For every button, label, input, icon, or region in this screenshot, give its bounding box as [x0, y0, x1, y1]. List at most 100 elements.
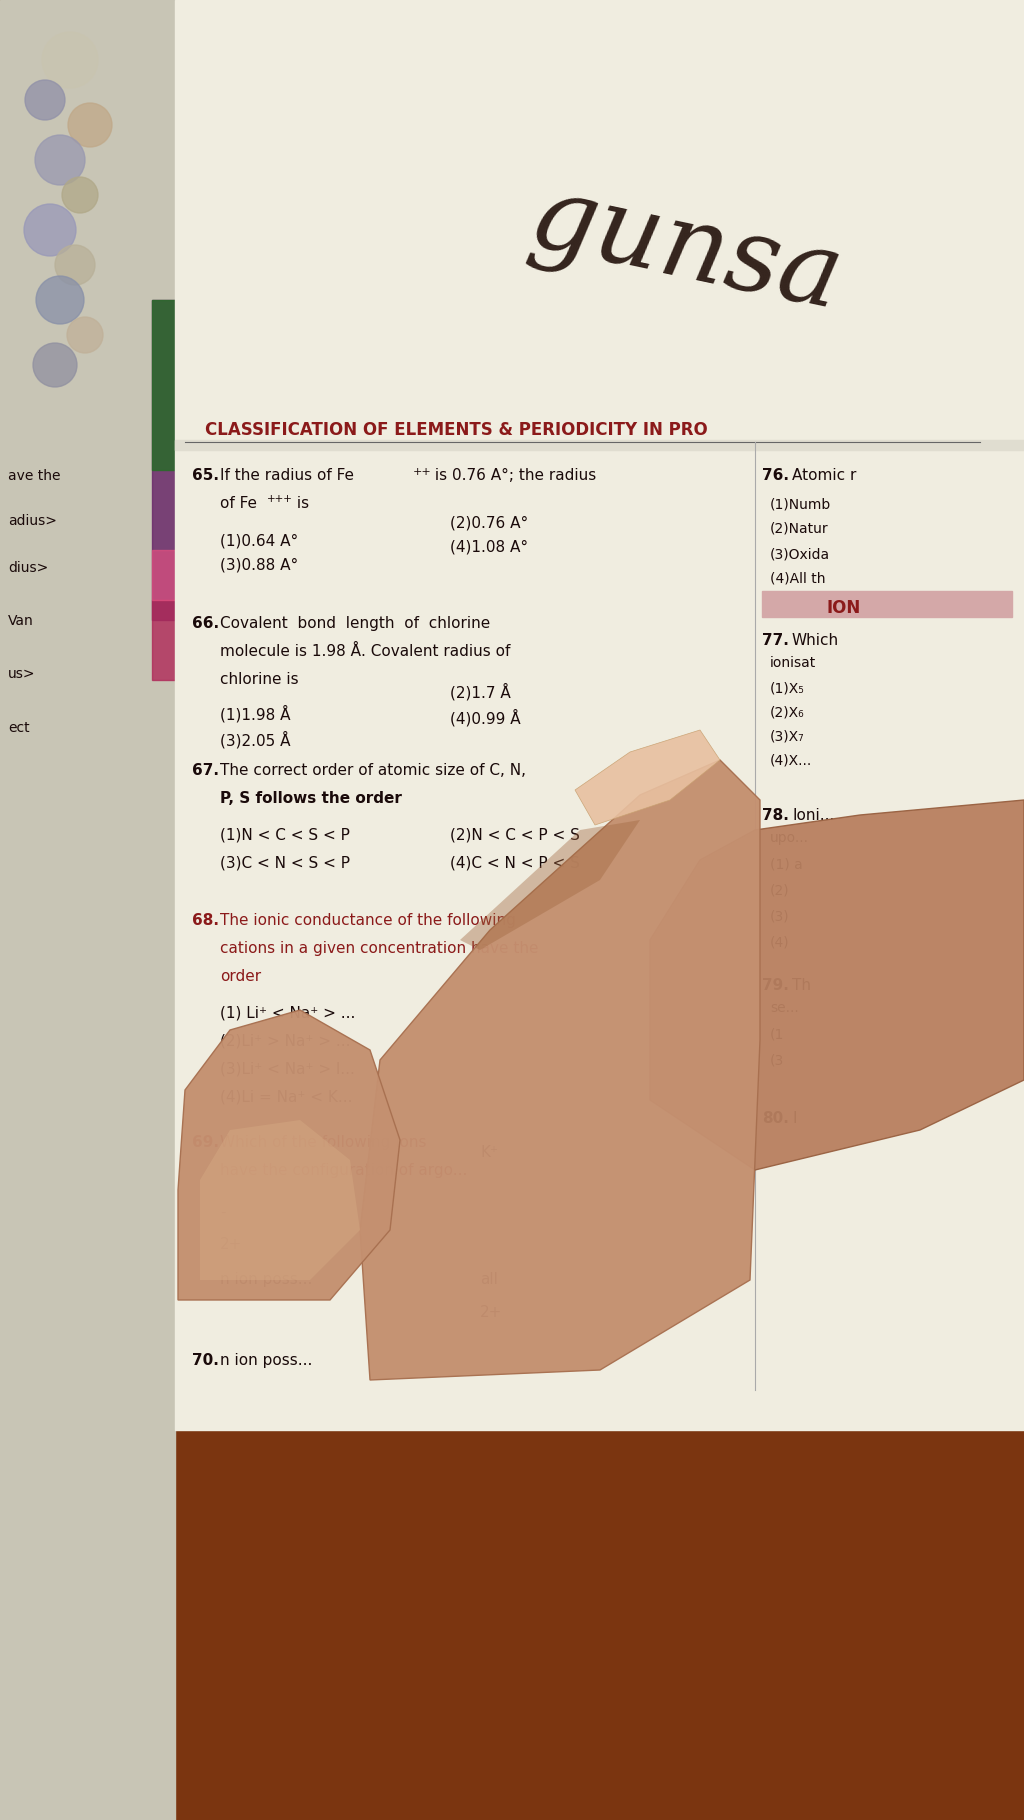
Text: is 0.76 A°; the radius: is 0.76 A°; the radius: [430, 468, 596, 482]
Text: (3)2.05 Å: (3)2.05 Å: [220, 732, 291, 750]
Bar: [200, 0, 1024, 521]
Text: 79.: 79.: [762, 977, 788, 994]
Text: Th: Th: [792, 977, 811, 994]
Circle shape: [35, 135, 85, 186]
Text: (4)X...: (4)X...: [770, 753, 812, 768]
Bar: [0, 0, 1024, 521]
Text: 69.: 69.: [193, 1136, 219, 1150]
Text: ave the: ave the: [8, 470, 60, 482]
Text: have the configuration of argo...: have the configuration of argo...: [220, 1163, 467, 1178]
Bar: [175, 440, 1024, 450]
Text: (1)1.98 Å: (1)1.98 Å: [220, 706, 291, 723]
Text: (4)Li = Na⁺ < K...: (4)Li = Na⁺ < K...: [220, 1090, 352, 1105]
Circle shape: [36, 277, 84, 324]
Text: If the radius of Fe: If the radius of Fe: [220, 468, 354, 482]
Bar: [152, 300, 177, 470]
Bar: [152, 601, 177, 681]
Text: 68.: 68.: [193, 914, 219, 928]
Text: molecule is 1.98 Å. Covalent radius of: molecule is 1.98 Å. Covalent radius of: [220, 644, 510, 659]
Text: all: all: [480, 1272, 498, 1287]
Text: (4)0.99 Å: (4)0.99 Å: [450, 710, 520, 726]
Text: K⁺: K⁺: [480, 1145, 498, 1159]
Text: ION: ION: [827, 599, 861, 617]
Text: dius>: dius>: [8, 561, 48, 575]
Text: Which of the following ions: Which of the following ions: [220, 1136, 427, 1150]
Text: (3)Li⁺ < Na⁺ > l...: (3)Li⁺ < Na⁺ > l...: [220, 1063, 355, 1077]
Text: (2)1.7 Å: (2)1.7 Å: [450, 684, 511, 701]
Bar: [175, 0, 1024, 1431]
Circle shape: [55, 246, 95, 286]
Circle shape: [67, 317, 103, 353]
Text: (3)Oxida: (3)Oxida: [770, 548, 830, 561]
Text: (1)0.64 A°: (1)0.64 A°: [220, 533, 298, 548]
Text: of Fe: of Fe: [220, 497, 257, 511]
Text: 80.: 80.: [762, 1110, 788, 1127]
Circle shape: [25, 80, 65, 120]
Polygon shape: [460, 821, 640, 950]
Text: se...: se...: [770, 1001, 799, 1016]
Text: order: order: [220, 968, 261, 985]
Circle shape: [62, 177, 98, 213]
Polygon shape: [575, 730, 720, 824]
Text: (3): (3): [770, 908, 790, 923]
Text: chlorine is: chlorine is: [220, 672, 299, 686]
Text: (4): (4): [770, 935, 790, 948]
Text: 67.: 67.: [193, 763, 219, 777]
Text: n ion poss...: n ion poss...: [220, 1272, 312, 1287]
Text: (1) Li⁺ < Na⁺ > ...: (1) Li⁺ < Na⁺ > ...: [220, 1006, 355, 1021]
Text: Atomic r: Atomic r: [792, 468, 856, 482]
Text: I: I: [792, 1110, 797, 1127]
Circle shape: [42, 33, 98, 87]
Circle shape: [68, 104, 112, 147]
Text: cations in a given concentration have the: cations in a given concentration have th…: [220, 941, 539, 956]
Text: (2)X₆: (2)X₆: [770, 706, 805, 721]
Bar: [152, 550, 177, 601]
Text: Van: Van: [8, 613, 34, 628]
Text: 78.: 78.: [762, 808, 788, 823]
Text: (3)X₇: (3)X₇: [770, 730, 805, 744]
Text: 76.: 76.: [762, 468, 790, 482]
Text: 70.: 70.: [193, 1352, 219, 1369]
Text: 2+: 2+: [220, 1238, 243, 1252]
Text: ionisat: ionisat: [770, 655, 816, 670]
Text: The correct order of atomic size of C, N,: The correct order of atomic size of C, N…: [220, 763, 526, 777]
Text: (3: (3: [770, 1054, 784, 1067]
Text: -: -: [220, 1205, 225, 1219]
Polygon shape: [650, 801, 1024, 1170]
Circle shape: [24, 204, 76, 257]
Text: Which: Which: [792, 633, 839, 648]
Text: (3)0.88 A°: (3)0.88 A°: [220, 559, 298, 573]
Text: (4)C < N < P < S: (4)C < N < P < S: [450, 855, 580, 872]
Bar: [762, 592, 1012, 617]
Text: (2): (2): [770, 883, 790, 897]
Bar: [0, 0, 175, 1820]
Text: is: is: [292, 497, 309, 511]
Text: n ion poss...: n ion poss...: [220, 1352, 312, 1369]
Text: +++: +++: [267, 493, 293, 504]
Text: gunsa: gunsa: [520, 167, 850, 333]
Polygon shape: [178, 1010, 400, 1299]
Text: The ionic conductance of the following: The ionic conductance of the following: [220, 914, 516, 928]
Text: Ioni...: Ioni...: [792, 808, 835, 823]
Text: (1) a: (1) a: [770, 857, 803, 872]
Text: ++: ++: [413, 468, 432, 477]
Text: (1)Numb: (1)Numb: [770, 497, 831, 511]
Bar: [152, 300, 177, 621]
Text: adius>: adius>: [8, 513, 57, 528]
Text: us>: us>: [8, 666, 36, 681]
Text: Covalent  bond  length  of  chlorine: Covalent bond length of chlorine: [220, 615, 490, 632]
Text: (2)Li⁺ > Na⁺ > ...: (2)Li⁺ > Na⁺ > ...: [220, 1034, 350, 1048]
Text: (2)N < C < P < S: (2)N < C < P < S: [450, 828, 580, 843]
Text: 2+: 2+: [480, 1305, 503, 1320]
Polygon shape: [200, 1119, 360, 1279]
Text: CLASSIFICATION OF ELEMENTS & PERIODICITY IN PRO: CLASSIFICATION OF ELEMENTS & PERIODICITY…: [205, 420, 708, 439]
Text: (2)Natur: (2)Natur: [770, 522, 828, 537]
Text: P, S follows the order: P, S follows the order: [220, 792, 401, 806]
Text: (4)1.08 A°: (4)1.08 A°: [450, 541, 528, 555]
Text: ect: ect: [8, 721, 30, 735]
Text: upo...: upo...: [770, 832, 809, 844]
Text: 77.: 77.: [762, 633, 788, 648]
Circle shape: [33, 342, 77, 388]
Text: (1)N < C < S < P: (1)N < C < S < P: [220, 828, 350, 843]
Text: (4)All th: (4)All th: [770, 571, 825, 586]
